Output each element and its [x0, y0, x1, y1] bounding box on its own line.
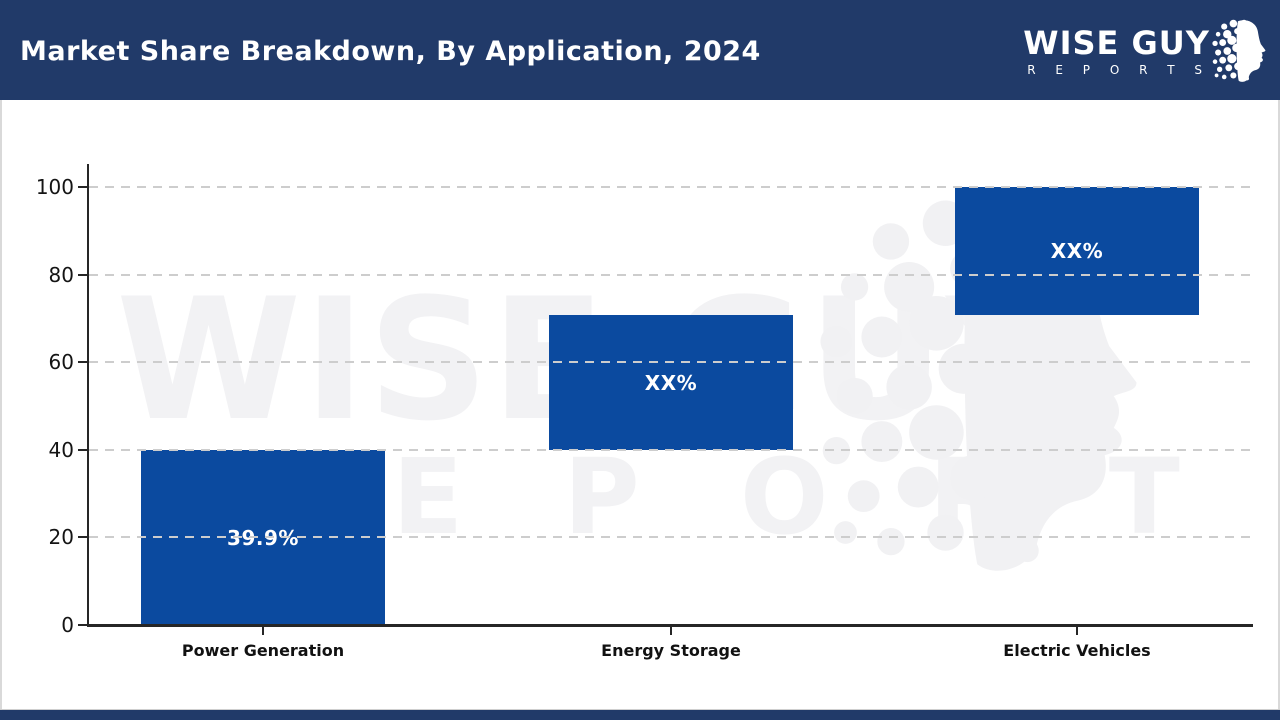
y-tick-label: 40 [48, 438, 74, 462]
gridline [89, 274, 1253, 276]
y-tick [78, 361, 87, 363]
y-tick [78, 624, 87, 626]
brand-logo-text: WISE GUY R E P O R T S [1023, 26, 1210, 77]
y-tick-label: 20 [48, 525, 74, 549]
x-axis-label: Electric Vehicles [1003, 641, 1151, 660]
gridline [89, 449, 1253, 451]
bar-electric-vehicles: XX% [955, 187, 1199, 315]
x-axis-label: Energy Storage [601, 641, 741, 660]
brand-head-icon [1212, 11, 1270, 91]
bar-value-label: XX% [644, 370, 698, 395]
gridline [89, 186, 1253, 188]
x-axis-label: Power Generation [181, 641, 345, 660]
brand-logo: WISE GUY R E P O R T S [1023, 8, 1270, 94]
header-bar: Market Share Breakdown, By Application, … [0, 0, 1280, 100]
footer-bar [0, 709, 1280, 720]
bar-value-label: XX% [1050, 239, 1104, 263]
x-tick [670, 627, 672, 635]
x-tick [262, 627, 264, 635]
gridline [89, 361, 1253, 363]
y-tick-label: 0 [61, 613, 74, 637]
gridline [89, 536, 1253, 538]
y-tick-label: 100 [35, 175, 74, 199]
brand-name: WISE GUY [1023, 23, 1210, 62]
page-title: Market Share Breakdown, By Application, … [20, 36, 761, 67]
x-axis-spine [87, 624, 1253, 627]
content-frame [0, 100, 1280, 710]
y-tick [78, 274, 87, 276]
y-axis-spine [87, 164, 89, 625]
y-tick [78, 449, 87, 451]
y-tick-label: 80 [48, 263, 74, 287]
y-tick [78, 536, 87, 538]
x-tick [1076, 627, 1078, 635]
y-tick [78, 186, 87, 188]
bar-energy-storage: XX% [549, 315, 793, 450]
brand-subtitle: R E P O R T S [1027, 62, 1210, 77]
y-tick-label: 60 [48, 350, 74, 374]
